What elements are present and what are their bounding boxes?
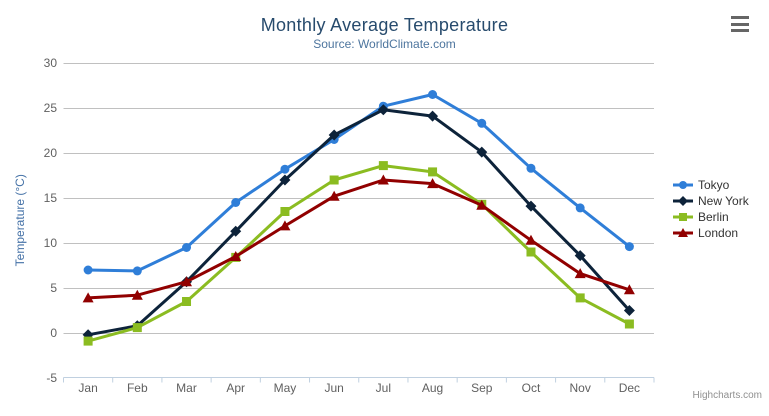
data-point-marker[interactable] [230, 251, 242, 261]
data-point-marker[interactable] [378, 161, 388, 171]
y-axis-label: -5 [46, 371, 57, 385]
data-point-marker[interactable] [679, 213, 687, 221]
hamburger-icon[interactable] [731, 16, 749, 32]
data-point-marker[interactable] [131, 289, 143, 300]
triangle-marker-icon [673, 228, 693, 237]
data-point-marker[interactable] [279, 174, 291, 186]
data-point-marker[interactable] [526, 247, 536, 257]
series-line-london[interactable] [86, 178, 631, 300]
data-point-marker[interactable] [428, 167, 438, 177]
x-axis-label: Dec [619, 381, 640, 395]
square-marker-icon [673, 213, 693, 221]
y-axis-label: 0 [50, 326, 57, 340]
data-point-marker[interactable] [574, 268, 586, 279]
data-point-marker[interactable] [476, 146, 488, 158]
data-point-marker[interactable] [181, 276, 193, 287]
y-axis-label: 10 [44, 236, 58, 250]
x-axis-label: Apr [226, 381, 245, 395]
data-point-marker[interactable] [82, 292, 94, 303]
data-point-marker[interactable] [575, 203, 585, 213]
hamburger-bar [731, 16, 749, 19]
data-point-marker[interactable] [280, 164, 290, 174]
data-point-marker[interactable] [525, 200, 537, 212]
data-point-marker[interactable] [476, 199, 488, 210]
data-point-marker[interactable] [623, 305, 635, 316]
y-axis-label: 5 [50, 281, 57, 295]
series-line-new-york[interactable] [86, 108, 631, 337]
legend-label: New York [698, 194, 749, 208]
data-point-marker[interactable] [182, 297, 192, 306]
hamburger-bar [731, 29, 749, 32]
y-axis-title: Temperature (°C) [13, 174, 27, 266]
data-point-marker[interactable] [477, 118, 487, 128]
x-axis-label: Aug [422, 381, 443, 395]
data-point-marker[interactable] [132, 266, 142, 276]
legend-item-berlin[interactable]: Berlin [673, 209, 749, 225]
data-point-marker[interactable] [377, 104, 389, 116]
legend-label: Berlin [698, 210, 729, 224]
legend-item-london[interactable]: London [673, 225, 749, 241]
data-point-marker[interactable] [328, 190, 340, 201]
y-axis-label: 15 [44, 191, 58, 205]
data-point-marker[interactable] [230, 225, 242, 237]
data-point-marker[interactable] [574, 250, 586, 262]
data-point-marker[interactable] [279, 220, 291, 231]
data-point-marker[interactable] [624, 319, 634, 329]
data-point-marker[interactable] [83, 336, 93, 346]
data-point-marker[interactable] [328, 129, 340, 141]
data-point-marker[interactable] [428, 90, 438, 99]
x-axis-label: Jun [324, 381, 343, 395]
data-point-marker[interactable] [575, 293, 585, 303]
data-point-marker[interactable] [623, 284, 635, 295]
y-axis-label: 20 [44, 146, 58, 160]
data-point-marker[interactable] [427, 178, 439, 189]
data-point-marker[interactable] [526, 163, 536, 173]
data-point-marker[interactable] [679, 181, 687, 189]
legend-label: London [698, 226, 739, 240]
legend-item-tokyo[interactable]: Tokyo [673, 177, 749, 193]
hamburger-bar [731, 22, 749, 26]
data-point-marker[interactable] [280, 207, 290, 216]
data-point-marker[interactable] [678, 228, 688, 237]
credits-link[interactable]: Highcharts.com [692, 390, 762, 401]
data-point-marker[interactable] [329, 175, 339, 185]
series-line-berlin[interactable] [86, 164, 631, 343]
x-axis-label: Oct [522, 381, 541, 395]
x-axis-label: Mar [176, 381, 197, 395]
chart-subtitle: Source: WorldClimate.com [313, 37, 456, 51]
data-point-marker[interactable] [132, 323, 142, 333]
legend: Tokyo New York Berlin London [673, 177, 749, 241]
x-axis-label: May [274, 381, 297, 395]
chart-title: Monthly Average Temperature [260, 15, 509, 35]
data-point-marker[interactable] [182, 243, 192, 252]
y-axis-label: 30 [44, 56, 58, 70]
data-point-marker[interactable] [83, 265, 93, 275]
x-axis-label: Sep [471, 381, 493, 395]
data-point-marker[interactable] [624, 242, 634, 252]
data-point-marker[interactable] [427, 110, 439, 122]
diamond-marker-icon [673, 196, 693, 206]
data-point-marker[interactable] [377, 174, 389, 185]
x-axis-label: Feb [127, 381, 148, 395]
data-point-marker[interactable] [678, 196, 688, 206]
legend-label: Tokyo [698, 178, 730, 192]
circle-marker-icon [673, 181, 693, 189]
data-point-marker[interactable] [231, 198, 241, 207]
y-axis-label: 25 [44, 101, 58, 115]
x-axis-label: Jul [376, 381, 391, 395]
x-axis-label: Jan [78, 381, 97, 395]
legend-item-new-york[interactable]: New York [673, 193, 749, 209]
data-point-marker[interactable] [525, 234, 537, 245]
x-axis-label: Nov [570, 381, 591, 395]
